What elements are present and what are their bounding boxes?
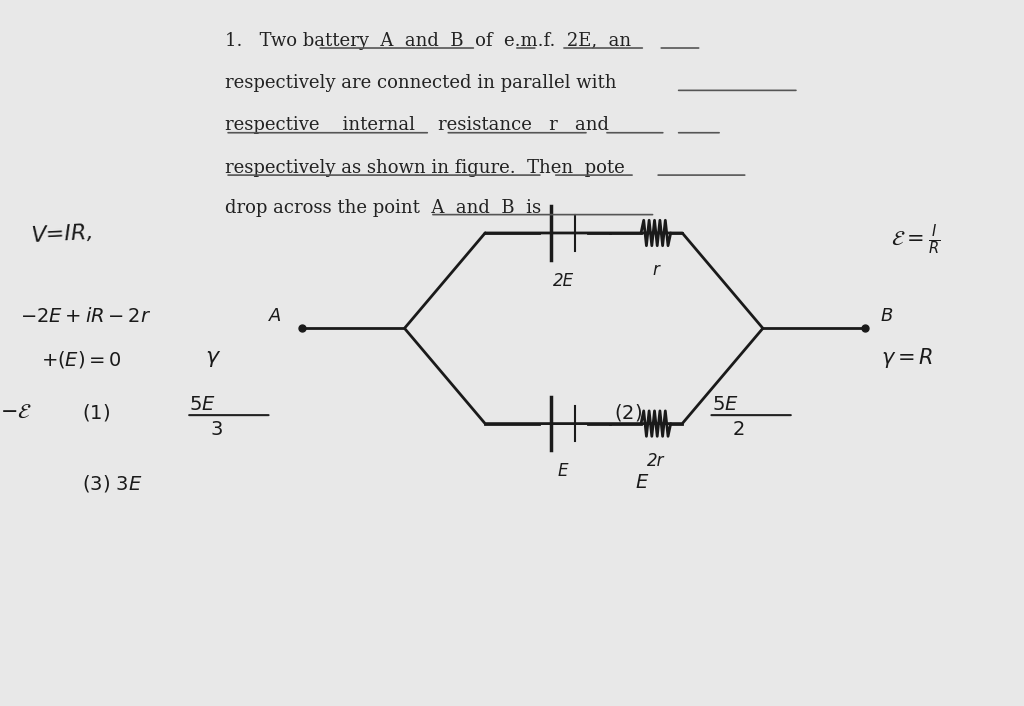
Text: respectively are connected in parallel with: respectively are connected in parallel w…: [225, 74, 616, 92]
Text: 2r: 2r: [647, 452, 665, 469]
Text: 2E: 2E: [553, 272, 573, 289]
Text: E: E: [558, 462, 568, 480]
Text: $3$: $3$: [210, 420, 223, 439]
Text: $-2E + iR - 2r$: $-2E + iR - 2r$: [20, 307, 152, 326]
Text: $5E$: $5E$: [712, 395, 738, 414]
Text: respective    internal    resistance   r   and: respective internal resistance r and: [225, 116, 609, 134]
Text: $2$: $2$: [732, 420, 744, 439]
Text: V=IR,: V=IR,: [31, 222, 95, 246]
Text: 1.   Two battery  A  and  B  of  e.m.f.  2E,  an: 1. Two battery A and B of e.m.f. 2E, an: [225, 32, 632, 49]
Text: r: r: [652, 261, 659, 279]
Text: $+(E)=0$: $+(E)=0$: [41, 349, 122, 371]
Text: respectively as shown in figure.  Then  pote: respectively as shown in figure. Then po…: [225, 159, 625, 176]
Text: $\gamma$: $\gamma$: [205, 349, 221, 369]
Text: $\mathcal{E}=\frac{I}{R}$: $\mathcal{E}=\frac{I}{R}$: [891, 222, 940, 257]
Text: $(2)$: $(2)$: [614, 402, 642, 424]
Text: $(1)$: $(1)$: [82, 402, 110, 424]
Text: drop across the point  A  and  B  is: drop across the point A and B is: [225, 199, 542, 217]
Text: B: B: [881, 307, 893, 325]
Text: $E$: $E$: [635, 473, 649, 492]
Text: $-\mathcal{E}$: $-\mathcal{E}$: [0, 402, 32, 422]
Text: $(3)\ 3E$: $(3)\ 3E$: [82, 473, 142, 494]
Text: $\gamma = R$: $\gamma = R$: [881, 346, 933, 370]
Text: A: A: [269, 307, 282, 325]
Text: $5E$: $5E$: [189, 395, 216, 414]
